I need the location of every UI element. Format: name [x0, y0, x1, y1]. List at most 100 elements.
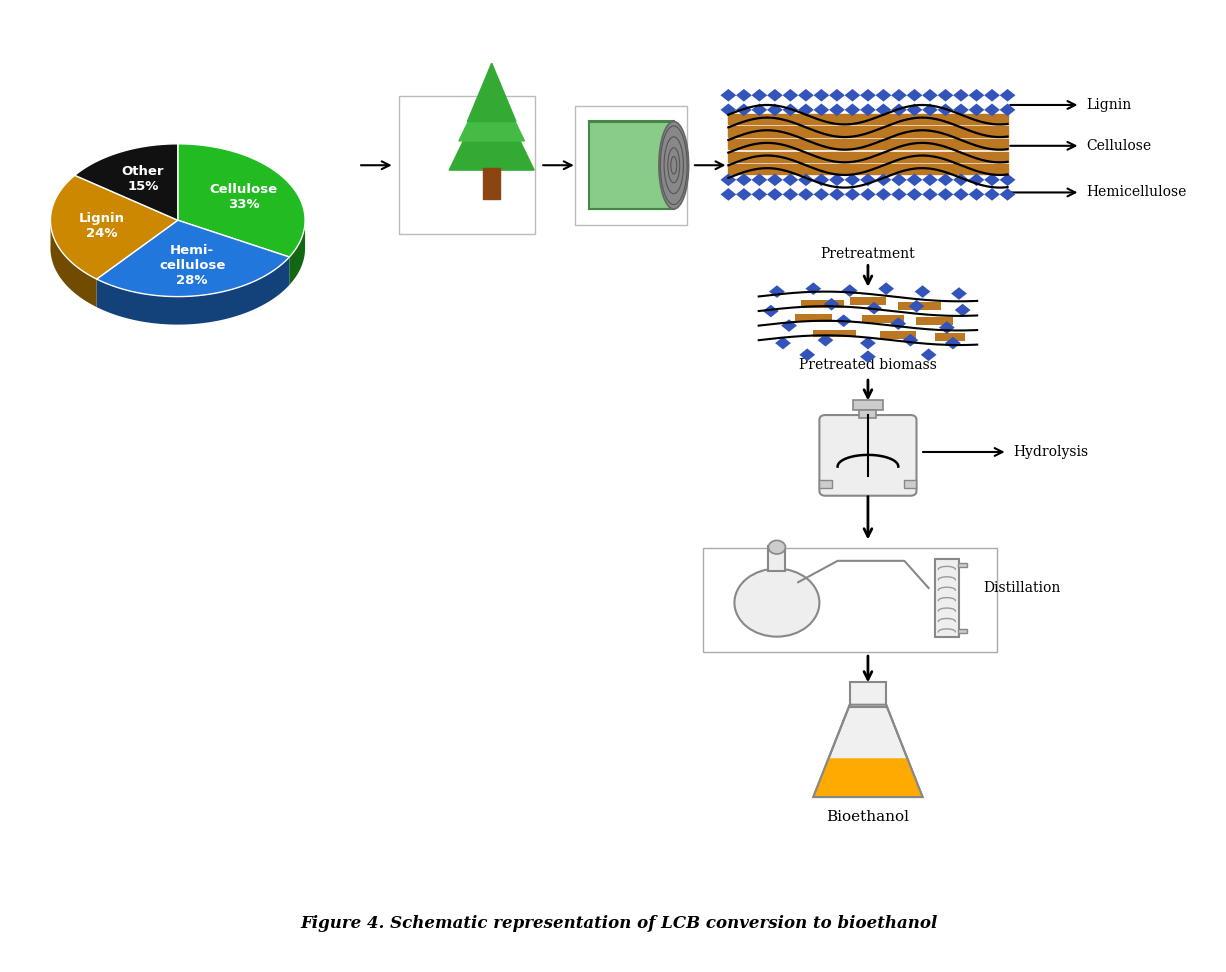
Polygon shape — [875, 104, 891, 117]
Polygon shape — [861, 89, 875, 102]
FancyBboxPatch shape — [819, 415, 917, 496]
Text: Cellulose
33%: Cellulose 33% — [210, 183, 277, 211]
Polygon shape — [908, 299, 924, 313]
Polygon shape — [906, 104, 922, 117]
Circle shape — [769, 540, 786, 554]
Text: Hemicellulose: Hemicellulose — [1086, 186, 1187, 199]
Polygon shape — [845, 89, 861, 102]
Polygon shape — [798, 189, 814, 201]
Bar — [769, 546, 786, 571]
Polygon shape — [875, 89, 891, 102]
Bar — [850, 297, 886, 305]
Polygon shape — [938, 189, 954, 201]
Bar — [934, 333, 965, 341]
Polygon shape — [178, 144, 305, 257]
Polygon shape — [922, 89, 938, 102]
Polygon shape — [467, 63, 516, 122]
Bar — [728, 139, 1008, 149]
Polygon shape — [951, 288, 967, 300]
Polygon shape — [836, 315, 852, 327]
Polygon shape — [782, 189, 798, 201]
Polygon shape — [999, 104, 1015, 117]
Polygon shape — [767, 189, 782, 201]
Polygon shape — [829, 89, 845, 102]
Polygon shape — [721, 173, 737, 187]
Polygon shape — [891, 89, 907, 102]
Text: Other
15%: Other 15% — [121, 165, 164, 193]
FancyBboxPatch shape — [400, 96, 536, 234]
Polygon shape — [813, 758, 922, 797]
Polygon shape — [999, 189, 1015, 201]
Polygon shape — [845, 173, 861, 187]
Polygon shape — [915, 286, 931, 298]
Polygon shape — [799, 348, 815, 362]
Polygon shape — [890, 317, 906, 330]
Polygon shape — [861, 189, 875, 201]
Polygon shape — [289, 219, 305, 285]
Polygon shape — [845, 104, 861, 117]
Polygon shape — [945, 336, 961, 350]
Polygon shape — [953, 89, 969, 102]
Text: Hemi-
cellulose
28%: Hemi- cellulose 28% — [159, 244, 226, 287]
Polygon shape — [459, 73, 525, 141]
Polygon shape — [861, 336, 875, 350]
Polygon shape — [763, 305, 779, 318]
Polygon shape — [782, 173, 798, 187]
Polygon shape — [861, 173, 875, 187]
Bar — [853, 400, 883, 410]
Polygon shape — [752, 173, 767, 187]
Text: Distillation: Distillation — [983, 581, 1060, 595]
Bar — [905, 480, 917, 488]
Bar — [934, 559, 959, 637]
Polygon shape — [767, 89, 782, 102]
Polygon shape — [984, 89, 1000, 102]
Text: Hydrolysis: Hydrolysis — [1014, 445, 1089, 459]
Polygon shape — [782, 104, 798, 117]
Text: Lignin
24%: Lignin 24% — [78, 212, 125, 240]
Polygon shape — [984, 173, 1000, 187]
Text: Figure 4. Schematic representation of LCB conversion to bioethanol: Figure 4. Schematic representation of LC… — [300, 916, 938, 932]
Polygon shape — [969, 173, 984, 187]
Polygon shape — [878, 282, 894, 295]
Polygon shape — [969, 189, 984, 201]
Polygon shape — [875, 189, 891, 201]
Polygon shape — [814, 173, 829, 187]
Polygon shape — [97, 221, 289, 296]
Polygon shape — [50, 218, 97, 307]
Polygon shape — [891, 104, 907, 117]
Polygon shape — [721, 189, 737, 201]
Polygon shape — [875, 173, 891, 187]
Polygon shape — [953, 104, 969, 117]
Polygon shape — [922, 189, 938, 201]
Polygon shape — [953, 173, 969, 187]
Polygon shape — [906, 173, 922, 187]
Polygon shape — [818, 334, 834, 347]
Text: Pretreatment: Pretreatment — [820, 247, 916, 260]
Bar — [850, 682, 886, 707]
Polygon shape — [824, 297, 840, 311]
Polygon shape — [781, 319, 797, 332]
Polygon shape — [969, 89, 984, 102]
Polygon shape — [891, 189, 907, 201]
Polygon shape — [805, 282, 821, 295]
Polygon shape — [866, 301, 881, 315]
Polygon shape — [845, 189, 861, 201]
Polygon shape — [814, 89, 829, 102]
Text: Lignin: Lignin — [1086, 98, 1132, 112]
Polygon shape — [984, 104, 1000, 117]
Bar — [728, 164, 1008, 175]
Polygon shape — [736, 173, 752, 187]
Bar — [917, 317, 953, 325]
Polygon shape — [721, 89, 737, 102]
Polygon shape — [798, 104, 814, 117]
Text: Pretreated biomass: Pretreated biomass — [799, 359, 937, 372]
Polygon shape — [921, 348, 937, 362]
Polygon shape — [75, 144, 178, 221]
Polygon shape — [938, 104, 954, 117]
Polygon shape — [953, 189, 969, 201]
FancyBboxPatch shape — [702, 548, 997, 652]
Polygon shape — [906, 89, 922, 102]
Polygon shape — [50, 175, 178, 279]
Bar — [728, 114, 1008, 124]
Polygon shape — [829, 173, 845, 187]
